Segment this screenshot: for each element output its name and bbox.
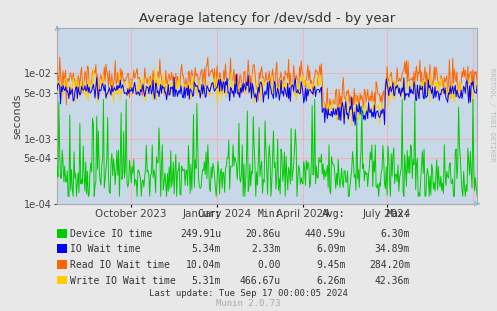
Text: Read IO Wait time: Read IO Wait time <box>70 260 169 270</box>
Text: Last update: Tue Sep 17 00:00:05 2024: Last update: Tue Sep 17 00:00:05 2024 <box>149 289 348 298</box>
Text: 284.20m: 284.20m <box>369 260 410 270</box>
Y-axis label: seconds: seconds <box>12 93 22 139</box>
Text: 9.45m: 9.45m <box>316 260 345 270</box>
Text: Cur:: Cur: <box>198 209 221 219</box>
Text: 6.09m: 6.09m <box>316 244 345 254</box>
Text: 6.26m: 6.26m <box>316 276 345 285</box>
Text: 34.89m: 34.89m <box>375 244 410 254</box>
Text: 466.67u: 466.67u <box>240 276 281 285</box>
Text: Min:: Min: <box>257 209 281 219</box>
Text: 10.04m: 10.04m <box>186 260 221 270</box>
Text: 5.31m: 5.31m <box>192 276 221 285</box>
Text: Avg:: Avg: <box>322 209 345 219</box>
Text: 249.91u: 249.91u <box>180 229 221 239</box>
Text: Munin 2.0.73: Munin 2.0.73 <box>216 299 281 308</box>
Text: IO Wait time: IO Wait time <box>70 244 140 254</box>
Text: 42.36m: 42.36m <box>375 276 410 285</box>
Text: 440.59u: 440.59u <box>304 229 345 239</box>
Text: 6.30m: 6.30m <box>381 229 410 239</box>
Text: 20.86u: 20.86u <box>246 229 281 239</box>
Text: Device IO time: Device IO time <box>70 229 152 239</box>
Text: 5.34m: 5.34m <box>192 244 221 254</box>
Text: Write IO Wait time: Write IO Wait time <box>70 276 175 285</box>
Text: 0.00: 0.00 <box>257 260 281 270</box>
Text: 2.33m: 2.33m <box>251 244 281 254</box>
Text: RRDTOOL / TOBI OETIKER: RRDTOOL / TOBI OETIKER <box>489 68 495 162</box>
Text: Max:: Max: <box>387 209 410 219</box>
Title: Average latency for /dev/sdd - by year: Average latency for /dev/sdd - by year <box>139 12 395 26</box>
